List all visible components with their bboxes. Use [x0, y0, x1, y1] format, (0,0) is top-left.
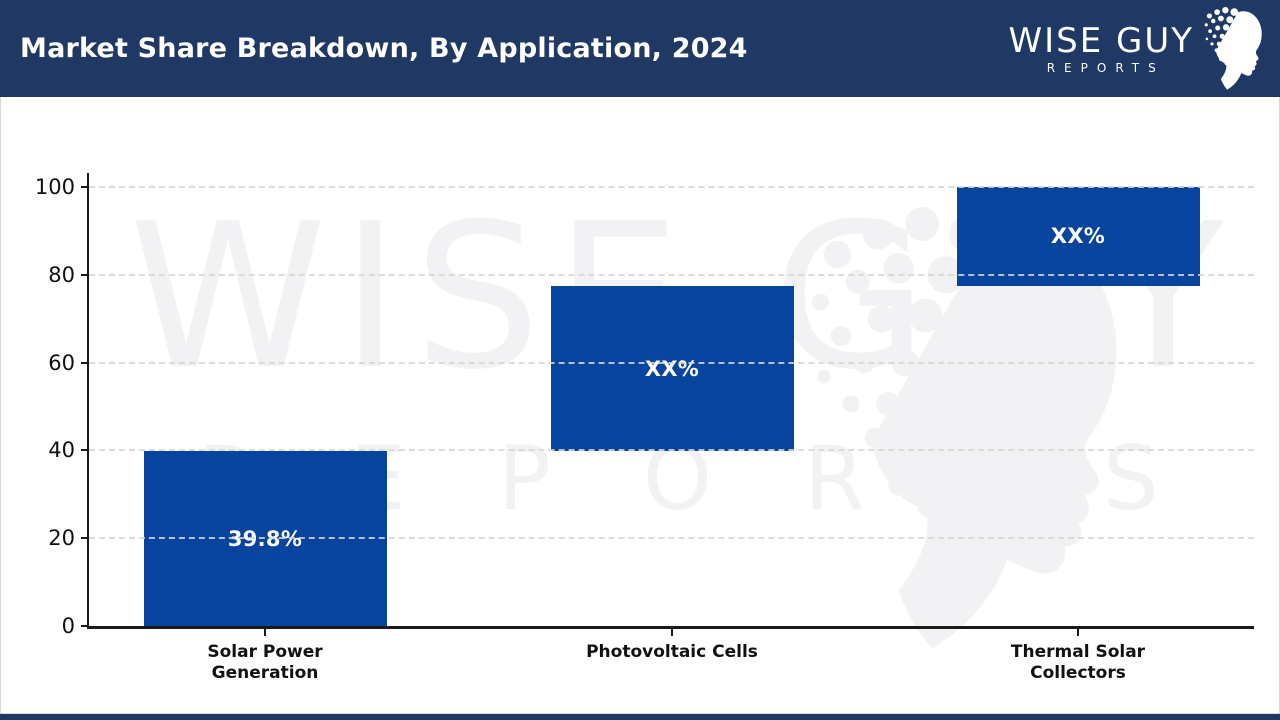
- x-tick: [264, 628, 266, 636]
- y-tick-40: [81, 449, 89, 452]
- x-category-label: Photovoltaic Cells: [586, 642, 758, 662]
- page-title: Market Share Breakdown, By Application, …: [20, 33, 748, 64]
- brand-subtitle: REPORTS: [1046, 60, 1165, 75]
- y-tick-label-20: 20: [48, 526, 75, 551]
- y-axis: [87, 173, 89, 629]
- gridline-100: [89, 186, 1254, 188]
- gridline-80: [89, 273, 1254, 276]
- x-axis: [87, 626, 1254, 629]
- y-tick-80: [81, 273, 89, 276]
- bar-value-label: XX%: [644, 356, 700, 381]
- bar-value-label: XX%: [1050, 224, 1106, 249]
- y-tick-label-100: 100: [34, 175, 75, 199]
- x-tick: [1077, 628, 1079, 636]
- y-tick-label-60: 60: [48, 350, 75, 375]
- gridline-40: [89, 449, 1254, 452]
- footer-bar: [0, 713, 1280, 720]
- brand-name: WISE GUY: [1008, 20, 1194, 61]
- y-tick-label-40: 40: [48, 438, 75, 463]
- y-tick-60: [81, 361, 89, 364]
- brand-logo: WISE GUY REPORTS: [1008, 6, 1280, 91]
- y-tick-label-0: 0: [61, 614, 75, 638]
- x-category-label: Solar Power Generation: [207, 642, 323, 683]
- bar-segment: XX%: [956, 187, 1200, 286]
- y-tick-100: [81, 186, 89, 188]
- gridline-20: [89, 537, 1254, 540]
- y-tick-0: [81, 625, 89, 627]
- x-category-label: Thermal Solar Collectors: [1010, 642, 1146, 683]
- brand-logo-text: WISE GUY REPORTS: [1008, 24, 1194, 74]
- bar-segment: XX%: [550, 285, 794, 452]
- header-banner: Market Share Breakdown, By Application, …: [0, 0, 1280, 97]
- x-tick: [671, 628, 673, 636]
- chart-region: WISE GUY R E P O R T S 02040608010039.8%…: [0, 97, 1280, 713]
- y-tick-20: [81, 537, 89, 540]
- gridline-60: [89, 361, 1254, 364]
- brand-face-icon: [1204, 6, 1262, 90]
- y-tick-label-80: 80: [48, 262, 75, 287]
